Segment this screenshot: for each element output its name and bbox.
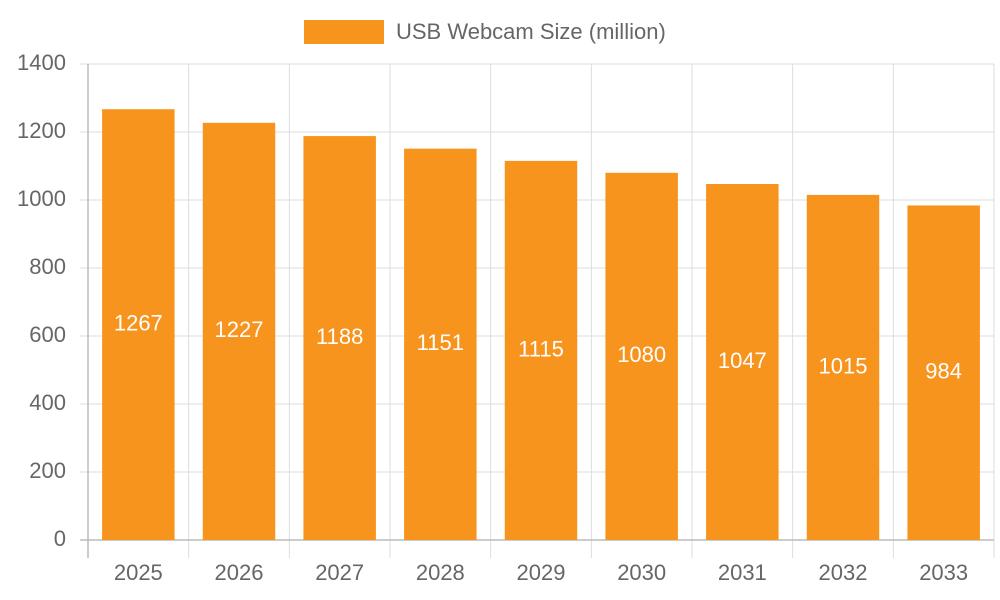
x-tick-label: 2028 bbox=[416, 560, 465, 585]
bar bbox=[404, 148, 477, 540]
bar bbox=[504, 160, 578, 540]
y-tick-label: 1000 bbox=[17, 186, 66, 211]
value-label: 1267 bbox=[114, 310, 163, 335]
y-tick-label: 1200 bbox=[17, 118, 66, 143]
x-tick-label: 2025 bbox=[114, 560, 163, 585]
x-tick-label: 2032 bbox=[819, 560, 868, 585]
value-label: 1115 bbox=[518, 336, 564, 361]
x-tick-label: 2031 bbox=[718, 560, 767, 585]
x-tick-label: 2027 bbox=[315, 560, 364, 585]
bar bbox=[706, 184, 779, 540]
value-label: 1047 bbox=[718, 348, 767, 373]
bar bbox=[202, 122, 276, 540]
value-label: 1227 bbox=[215, 317, 264, 342]
value-label: 1151 bbox=[417, 330, 464, 355]
value-label: 984 bbox=[925, 359, 962, 384]
y-tick-label: 600 bbox=[29, 322, 66, 347]
legend-label: USB Webcam Size (million) bbox=[396, 19, 666, 44]
y-tick-label: 0 bbox=[54, 526, 66, 551]
value-label: 1015 bbox=[819, 353, 868, 378]
x-tick-label: 2029 bbox=[517, 560, 566, 585]
y-tick-label: 1400 bbox=[17, 50, 66, 75]
value-label: 1188 bbox=[316, 324, 363, 349]
x-tick-label: 2033 bbox=[919, 560, 968, 585]
x-tick-label: 2026 bbox=[215, 560, 264, 585]
legend-swatch bbox=[304, 20, 384, 44]
bar bbox=[605, 172, 678, 541]
y-tick-label: 800 bbox=[29, 254, 66, 279]
y-tick-label: 200 bbox=[29, 458, 66, 483]
bar bbox=[102, 109, 175, 540]
y-tick-label: 400 bbox=[29, 390, 66, 415]
x-tick-label: 2030 bbox=[617, 560, 666, 585]
bar bbox=[806, 194, 880, 540]
bar bbox=[907, 205, 980, 540]
bar bbox=[303, 136, 376, 540]
value-label: 1080 bbox=[617, 342, 666, 367]
